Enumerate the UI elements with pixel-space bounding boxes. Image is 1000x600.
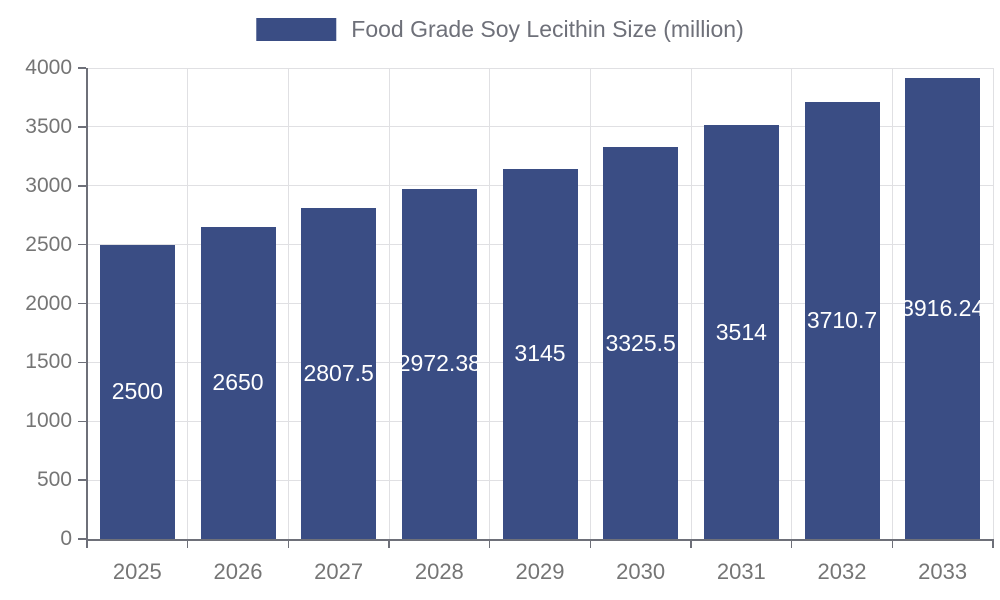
y-axis-tick-label: 2000	[25, 291, 72, 315]
x-axis-category-label: 2030	[616, 559, 666, 584]
y-axis-tick-label: 3000	[25, 173, 72, 197]
y-axis-tick-label: 4000	[25, 56, 72, 79]
gridline-vertical	[791, 68, 793, 539]
y-axis-line	[85, 68, 88, 541]
x-axis-category-label: 2027	[314, 559, 364, 584]
y-axis-tick-label: 1000	[25, 409, 72, 433]
y-axis-tick	[78, 479, 86, 481]
bar-2030: 3325.5	[603, 147, 679, 539]
y-axis-tick	[78, 67, 86, 69]
x-axis-tick	[287, 541, 290, 548]
legend-label: Food Grade Soy Lecithin Size (million)	[351, 16, 744, 42]
bar-2028: 2972.38	[401, 189, 477, 539]
gridline-vertical	[992, 68, 994, 539]
gridline-vertical	[287, 68, 289, 539]
x-axis-category-label: 2026	[213, 559, 263, 584]
x-axis-line	[85, 539, 994, 541]
bar-2027: 2807.5	[301, 208, 377, 539]
x-axis-category-label: 2033	[918, 559, 968, 584]
x-axis-tick	[589, 541, 592, 548]
y-axis-tick	[78, 243, 86, 246]
bar-value-label: 2972.38	[401, 350, 477, 377]
gridline-vertical	[489, 68, 491, 539]
bar-value-label: 3710.7	[806, 307, 878, 334]
bar-2026: 2650	[200, 226, 276, 539]
bar-value-label: 2650	[212, 369, 264, 396]
bar-2032: 3710.7	[804, 102, 880, 539]
bar-2033: 3916.24	[905, 77, 981, 539]
x-axis-category-label: 2028	[414, 559, 464, 584]
y-axis-tick-label: 2500	[25, 232, 72, 256]
x-axis-tick	[992, 541, 994, 548]
x-axis-tick	[891, 541, 894, 548]
x-axis-category-label: 2031	[716, 559, 766, 584]
y-axis-tick	[78, 302, 86, 305]
x-axis-category-label: 2032	[817, 559, 867, 584]
gridline-horizontal	[87, 126, 993, 128]
legend-item[interactable]: Food Grade Soy Lecithin Size (million)	[256, 16, 744, 43]
y-axis-tick	[78, 420, 86, 422]
y-axis-tick	[78, 361, 86, 364]
bar-value-label: 3325.5	[605, 329, 676, 356]
x-axis-tick	[388, 541, 390, 548]
gridline-vertical	[388, 68, 390, 539]
bar-value-label: 3514	[715, 318, 767, 345]
x-axis-category-label: 2029	[515, 559, 565, 584]
legend-swatch	[256, 18, 337, 41]
gridline-vertical	[891, 68, 893, 539]
y-axis-tick-label: 3500	[25, 114, 72, 138]
y-axis-tick-label: 1500	[25, 350, 72, 374]
gridline-horizontal	[87, 67, 993, 69]
gridline-vertical	[589, 68, 591, 539]
bar-2025: 2500	[99, 244, 175, 539]
y-axis-tick	[78, 126, 86, 128]
bar-2031: 3514	[703, 125, 779, 539]
x-axis-category-label: 2025	[112, 559, 162, 584]
x-axis-tick	[86, 541, 88, 548]
gridline-vertical	[690, 68, 692, 539]
y-axis-tick	[78, 185, 86, 187]
bar-2029: 3145	[502, 168, 578, 539]
bar-value-label: 3916.24	[905, 294, 981, 321]
gridline-vertical	[187, 68, 189, 539]
bar-value-label: 2807.5	[303, 360, 374, 387]
x-axis-tick	[790, 541, 793, 548]
x-axis-tick	[186, 541, 189, 548]
bar-value-label: 2500	[111, 378, 163, 405]
bar-value-label: 3145	[514, 340, 566, 367]
y-axis-tick-label: 0	[60, 527, 72, 550]
y-axis-tick-label: 500	[36, 468, 72, 492]
y-axis-tick	[78, 538, 86, 540]
x-axis-tick	[690, 541, 692, 548]
x-axis-tick	[488, 541, 491, 548]
